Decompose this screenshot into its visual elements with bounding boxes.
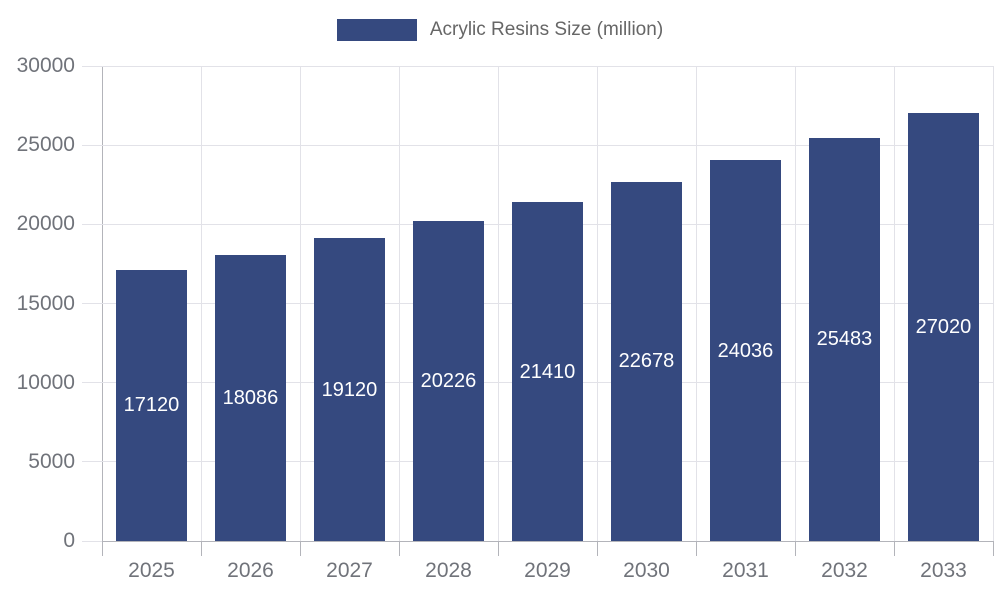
bar-value-label: 22678 — [618, 350, 675, 373]
y-tick-label: 5000 — [28, 449, 75, 473]
bar-value-label: 17120 — [123, 394, 180, 417]
x-tick-label: 2025 — [128, 559, 175, 582]
x-tick — [893, 541, 895, 556]
x-tick-label: 2033 — [920, 559, 967, 582]
y-tick-label: 15000 — [16, 291, 75, 315]
y-tick-label: 0 — [63, 529, 75, 552]
x-tick — [200, 541, 202, 556]
y-tick-label: 20000 — [16, 212, 75, 236]
legend-swatch-icon — [336, 19, 417, 41]
bar-value-label: 21410 — [519, 360, 576, 383]
bar: 18086 — [214, 254, 287, 541]
x-tick — [695, 541, 697, 556]
y-tick-label: 10000 — [16, 370, 75, 394]
y-gridline — [82, 65, 993, 67]
x-gridline — [398, 66, 400, 541]
x-tick-label: 2027 — [326, 559, 373, 582]
x-gridline — [497, 66, 499, 541]
bar-value-label: 20226 — [420, 369, 477, 392]
x-tick — [101, 541, 103, 556]
x-tick-label: 2026 — [227, 559, 274, 582]
x-tick — [596, 541, 598, 556]
bar-value-label: 24036 — [717, 339, 774, 362]
bar-value-label: 18086 — [222, 386, 279, 409]
x-gridline — [299, 66, 301, 541]
bar-value-label: 27020 — [915, 316, 972, 339]
x-tick-label: 2031 — [722, 559, 769, 582]
x-tick — [299, 541, 301, 556]
bar: 20226 — [412, 220, 485, 541]
bar: 21410 — [511, 202, 584, 541]
y-axis-line — [102, 66, 103, 556]
bar: 24036 — [709, 160, 782, 541]
bar: 22678 — [610, 181, 683, 541]
x-tick-label: 2029 — [524, 559, 571, 582]
x-gridline — [992, 66, 994, 541]
x-gridline — [794, 66, 796, 541]
x-gridline — [200, 66, 202, 541]
x-tick — [497, 541, 499, 556]
x-tick — [992, 541, 994, 556]
legend-label: Acrylic Resins Size (million) — [429, 19, 664, 40]
legend[interactable]: Acrylic Resins Size (million) — [0, 14, 1000, 46]
x-gridline — [893, 66, 895, 541]
bar-value-label: 19120 — [321, 378, 378, 401]
bar: 19120 — [313, 238, 386, 541]
x-tick-label: 2030 — [623, 559, 670, 582]
x-gridline — [695, 66, 697, 541]
y-tick — [82, 540, 102, 542]
bar-value-label: 25483 — [816, 328, 873, 351]
x-tick — [794, 541, 796, 556]
plot-area: 17120 18086 19120 20226 21410 22678 24036 25483… — [82, 65, 994, 556]
x-tick-label: 2032 — [821, 559, 868, 582]
x-tick — [398, 541, 400, 556]
y-tick-label: 25000 — [16, 133, 75, 157]
x-gridline — [596, 66, 598, 541]
x-axis-line — [102, 541, 994, 542]
bar: 25483 — [808, 137, 881, 541]
y-tick-label: 30000 — [16, 54, 75, 77]
bar: 17120 — [115, 269, 188, 541]
y-gridline — [82, 144, 993, 146]
bar: 27020 — [907, 113, 980, 541]
x-tick-label: 2028 — [425, 559, 472, 582]
